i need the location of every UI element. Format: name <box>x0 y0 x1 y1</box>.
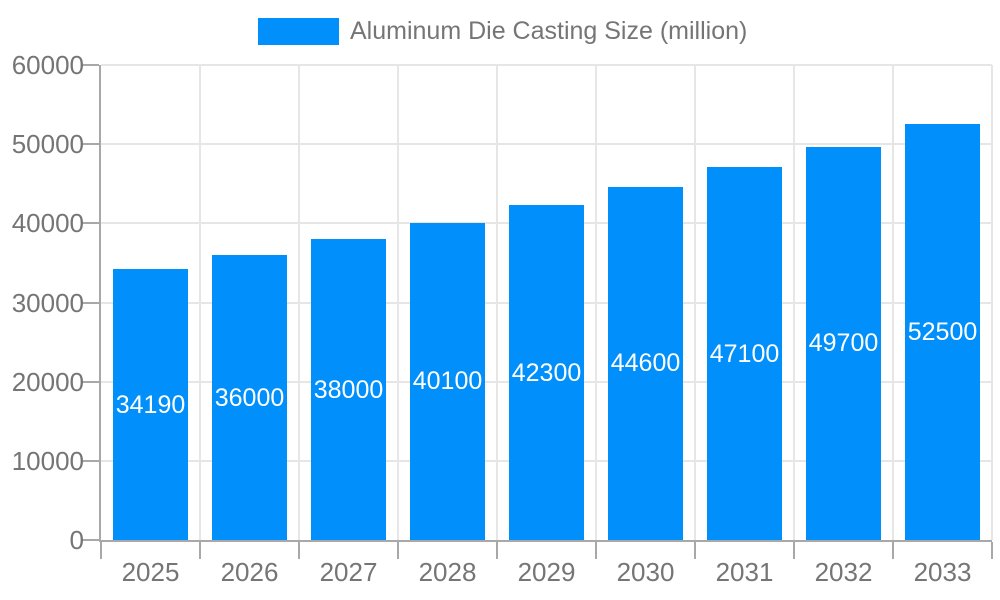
bar[interactable] <box>509 205 584 540</box>
bar[interactable] <box>212 255 287 540</box>
x-gridline <box>298 65 300 540</box>
x-gridline <box>892 65 894 540</box>
y-tick-label: 30000 <box>11 287 84 318</box>
x-tick <box>298 542 300 559</box>
x-tick <box>991 542 993 559</box>
x-gridline <box>793 65 795 540</box>
bar[interactable] <box>311 239 386 540</box>
x-tick <box>496 542 498 559</box>
bar-value-label: 42300 <box>511 358 582 387</box>
x-tick <box>595 542 597 559</box>
x-tick-label: 2033 <box>913 557 972 587</box>
x-tick <box>397 542 399 559</box>
x-tick-label: 2031 <box>715 557 774 587</box>
y-tick-label: 50000 <box>11 129 84 160</box>
y-tick-label: 40000 <box>11 208 84 239</box>
y-tick-label: 60000 <box>11 50 84 80</box>
bar[interactable] <box>608 186 683 540</box>
bar-value-label: 36000 <box>214 383 285 412</box>
bar-value-label: 44600 <box>610 349 681 378</box>
x-gridline <box>991 65 993 540</box>
bar[interactable] <box>410 222 485 540</box>
x-gridline <box>199 65 201 540</box>
y-gridline <box>101 64 992 66</box>
y-axis-line <box>99 65 101 540</box>
bar[interactable] <box>113 269 188 540</box>
y-tick <box>81 380 99 383</box>
bar[interactable] <box>806 146 881 540</box>
x-tick <box>793 542 795 559</box>
x-tick-label: 2030 <box>616 557 675 587</box>
x-tick <box>892 542 894 559</box>
x-axis-line <box>99 540 992 542</box>
bar-value-label: 47100 <box>709 339 780 368</box>
x-gridline <box>397 65 399 540</box>
bar-value-label: 52500 <box>907 318 978 347</box>
x-tick-label: 2028 <box>418 557 477 587</box>
y-gridline <box>101 143 992 146</box>
x-tick-label: 2029 <box>517 557 576 587</box>
bar[interactable] <box>905 124 980 540</box>
x-tick-label: 2025 <box>121 557 180 587</box>
bar-value-label: 40100 <box>412 367 483 396</box>
legend-swatch <box>258 18 339 45</box>
bar-value-label: 49700 <box>808 329 879 358</box>
x-tick-label: 2032 <box>814 557 873 587</box>
y-tick-label: 10000 <box>11 445 84 476</box>
x-gridline <box>595 65 597 540</box>
x-tick-label: 2026 <box>220 557 279 587</box>
x-tick-label: 2027 <box>319 557 378 587</box>
x-gridline <box>496 65 498 540</box>
y-tick <box>81 222 99 225</box>
x-tick <box>694 542 696 559</box>
legend-label: Aluminum Die Casting Size (million) <box>350 16 748 45</box>
x-tick <box>100 542 102 559</box>
y-tick <box>81 64 99 66</box>
bar-value-label: 38000 <box>313 375 384 404</box>
y-tick <box>81 539 99 541</box>
x-gridline <box>694 65 696 540</box>
y-tick <box>81 301 99 304</box>
y-tick <box>81 459 99 462</box>
y-tick <box>81 143 99 146</box>
x-tick <box>199 542 201 559</box>
bar[interactable] <box>707 167 782 540</box>
y-tick-label: 0 <box>69 525 84 555</box>
y-tick-label: 20000 <box>11 366 84 397</box>
bar-value-label: 34190 <box>115 390 186 419</box>
